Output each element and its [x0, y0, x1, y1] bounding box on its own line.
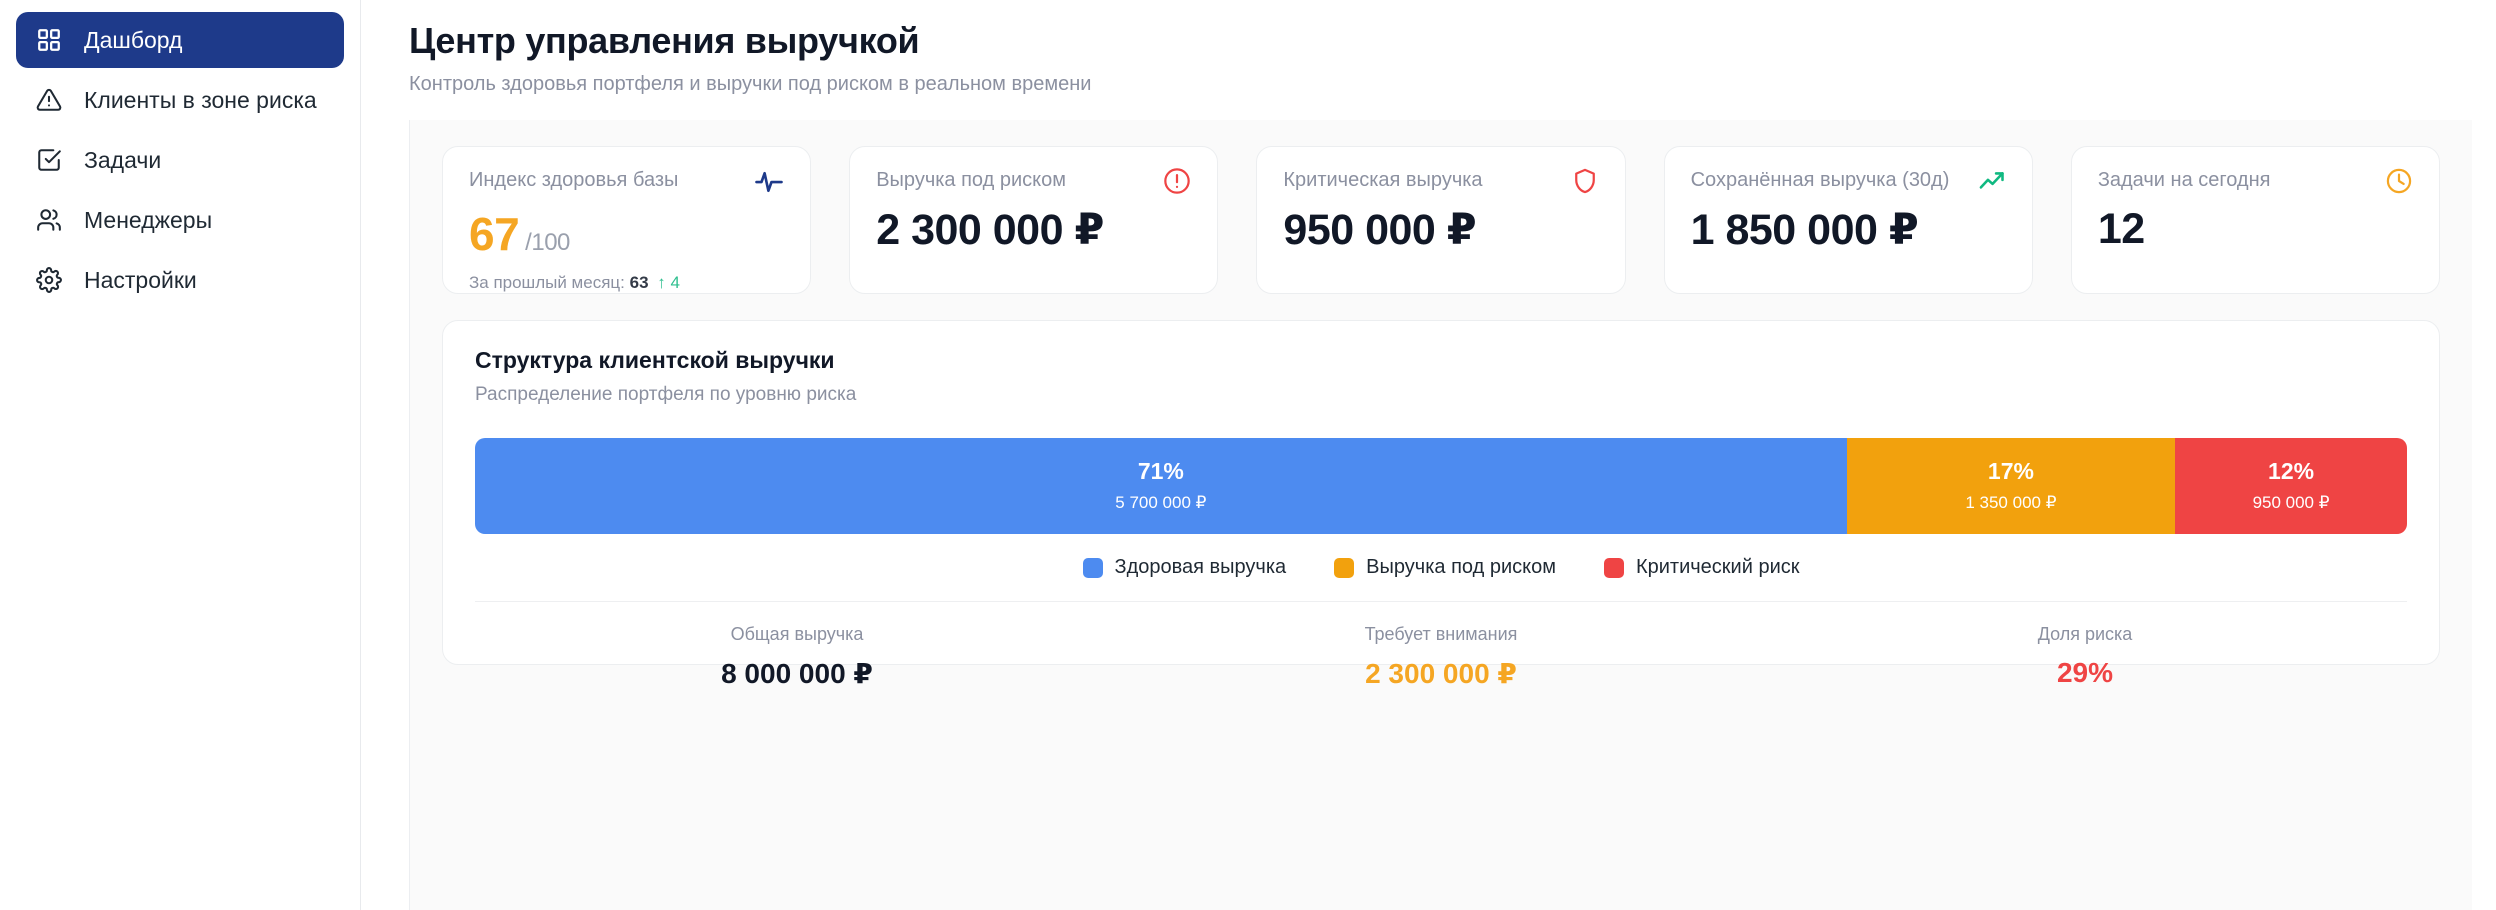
kpi-value-row: 950 000 ₽ [1283, 205, 1598, 255]
sidebar-item-at-risk-clients[interactable]: Клиенты в зоне риска [16, 72, 344, 128]
kpi-card-revenue-at-risk[interactable]: Выручка под риском 2 300 000 ₽ [849, 146, 1219, 294]
bar-segment-value: 5 700 000 ₽ [1115, 492, 1207, 512]
kpi-value-row: 1 850 000 ₽ [1691, 205, 2006, 255]
sidebar-item-label: Клиенты в зоне риска [84, 86, 317, 113]
kpi-value-row: 12 [2098, 205, 2413, 254]
shield-icon [1571, 167, 1599, 195]
sidebar-item-label: Настройки [84, 266, 197, 293]
legend-label: Критический риск [1635, 556, 1800, 578]
summary-value: 2 300 000 ₽ [1365, 658, 1517, 689]
summary-value: 8 000 000 ₽ [721, 658, 873, 689]
legend-swatch-icon [1082, 557, 1103, 578]
sidebar-item-label: Задачи [84, 146, 162, 173]
bar-segment-value: 1 350 000 ₽ [1965, 492, 2057, 512]
summary-needs-attention: Требует внимания 2 300 000 ₽ [1119, 624, 1763, 690]
kpi-footer-value: 63 [629, 273, 649, 292]
bar-segment-value: 950 000 ₽ [2252, 492, 2330, 512]
summary-row: Общая выручка 8 000 000 ₽ Требует вниман… [475, 602, 2407, 690]
summary-label: Доля риска [2037, 624, 2133, 644]
kpi-footer-prefix: За прошлый месяц: [469, 273, 625, 292]
kpi-card-critical-revenue[interactable]: Критическая выручка 950 000 ₽ [1256, 146, 1626, 294]
legend-swatch-icon [1603, 557, 1624, 578]
panel-subtitle: Распределение портфеля по уровню риска [475, 384, 857, 405]
bar-segment-percent: 71% [1137, 458, 1184, 485]
kpi-row: Индекс здоровья базы 67 /100 За прошлый … [442, 146, 2441, 294]
trend-up-icon [1978, 167, 2006, 195]
legend-item-critical[interactable]: Критический риск [1603, 556, 1800, 579]
kpi-value: 1 850 000 ₽ [1690, 206, 1919, 254]
panel-title: Структура клиентской выручки [475, 347, 835, 373]
sidebar-item-managers[interactable]: Менеджеры [16, 192, 344, 248]
legend-swatch-icon [1334, 557, 1355, 578]
summary-label: Требует внимания [1364, 624, 1518, 644]
activity-pulse-icon [754, 167, 784, 197]
stacked-bar-chart: 71% 5 700 000 ₽ 17% 1 350 000 ₽ 12% 950 … [475, 438, 2407, 534]
kpi-denominator: /100 [525, 229, 570, 256]
legend-item-healthy[interactable]: Здоровая выручка [1082, 556, 1287, 579]
kpi-card-header: Индекс здоровья базы [469, 169, 784, 197]
kpi-label: Задачи на сегодня [2097, 169, 2271, 191]
clock-icon [2385, 167, 2413, 195]
kpi-value: 2 300 000 ₽ [876, 206, 1104, 254]
kpi-card-header: Выручка под риском [876, 167, 1191, 195]
main-area: Центр управления выручкой Контроль здоро… [361, 0, 2496, 910]
bar-segment-percent: 17% [1987, 458, 2034, 485]
page-title: Центр управления выручкой [409, 20, 920, 61]
alert-circle-icon [1163, 167, 1191, 195]
kpi-card-tasks-today[interactable]: Задачи на сегодня 12 [2070, 146, 2441, 294]
content-surface: Индекс здоровья базы 67 /100 За прошлый … [409, 120, 2472, 910]
kpi-value-row: 67 /100 [469, 207, 784, 261]
sidebar-item-label: Дашборд [84, 26, 183, 53]
revenue-structure-panel: Структура клиентской выручки Распределен… [442, 320, 2440, 689]
bar-segment-healthy[interactable]: 71% 5 700 000 ₽ [475, 438, 1847, 534]
summary-value: 29% [2056, 657, 2114, 688]
chart-legend: Здоровая выручка Выручка под риском Крит… [475, 556, 2407, 579]
page-subtitle: Контроль здоровья портфеля и выручки под… [409, 73, 1092, 95]
kpi-label: Критическая выручка [1283, 169, 1483, 191]
kpi-label: Выручка под риском [876, 169, 1066, 191]
kpi-card-header: Критическая выручка [1283, 167, 1599, 195]
bar-segment-percent: 12% [2268, 458, 2315, 485]
sidebar: Дашборд Клиенты в зоне риска Задачи [0, 0, 361, 910]
kpi-label: Индекс здоровья базы [469, 169, 679, 191]
kpi-card-health-index[interactable]: Индекс здоровья базы 67 /100 За прошлый … [442, 146, 812, 294]
summary-total-revenue: Общая выручка 8 000 000 ₽ [475, 624, 1119, 690]
summary-label: Общая выручка [730, 624, 864, 644]
sidebar-item-label: Менеджеры [84, 206, 213, 233]
kpi-value: 950 000 ₽ [1283, 206, 1477, 254]
users-icon [34, 205, 64, 235]
kpi-card-header: Сохранённая выручка (30д) [1691, 169, 2006, 195]
sidebar-item-tasks[interactable]: Задачи [16, 132, 344, 188]
grid-dashboard-icon [34, 25, 64, 55]
sidebar-item-settings[interactable]: Настройки [16, 252, 344, 308]
kpi-value-row: 2 300 000 ₽ [876, 205, 1191, 255]
legend-label: Выручка под риском [1366, 556, 1556, 578]
page-header: Центр управления выручкой Контроль здоро… [361, 0, 2496, 96]
kpi-value: 12 [2097, 205, 2145, 253]
sidebar-item-dashboard[interactable]: Дашборд [16, 12, 344, 68]
gear-icon [34, 265, 64, 295]
alert-triangle-icon [34, 85, 64, 115]
kpi-value: 67 [469, 208, 520, 260]
kpi-footer: За прошлый месяц: 63 ↑ 4 [469, 273, 784, 293]
panel-divider [475, 601, 2407, 602]
bar-segment-at-risk[interactable]: 17% 1 350 000 ₽ [1846, 438, 2176, 534]
kpi-card-saved-revenue[interactable]: Сохранённая выручка (30д) 1 850 000 ₽ [1663, 146, 2033, 294]
kpi-label: Сохранённая выручка (30д) [1690, 169, 1950, 191]
legend-item-at-risk[interactable]: Выручка под риском [1334, 556, 1556, 579]
kpi-card-header: Задачи на сегодня [2097, 167, 2413, 195]
kpi-delta-up: ↑ 4 [657, 273, 680, 292]
summary-risk-share: Доля риска 29% [1763, 624, 2407, 690]
bar-segment-critical[interactable]: 12% 950 000 ₽ [2175, 438, 2407, 534]
checkbox-check-icon [34, 145, 64, 175]
legend-label: Здоровая выручка [1114, 556, 1287, 578]
